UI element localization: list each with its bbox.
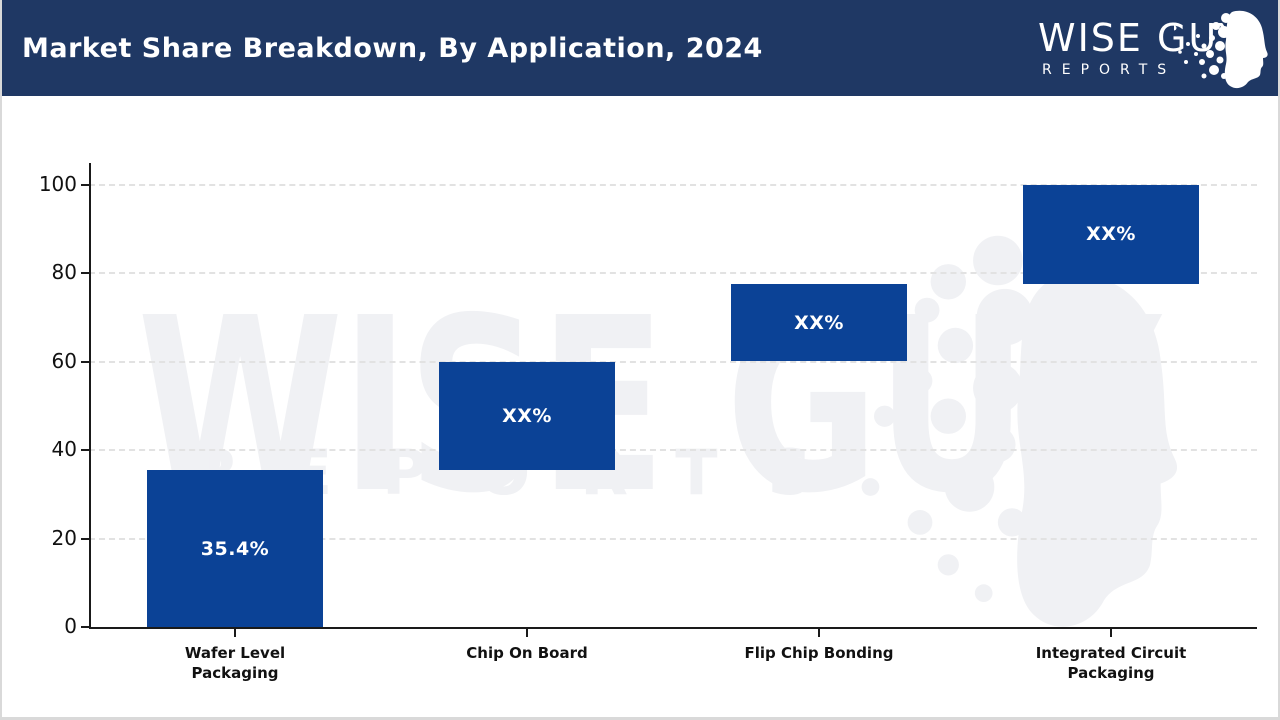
category-label: Wafer Level Packaging: [184, 644, 286, 683]
y-tick-label-20: 20: [51, 525, 77, 550]
bar-value-label: XX%: [502, 404, 552, 427]
gridline-80: [89, 272, 1257, 274]
x-tick: [234, 629, 236, 637]
y-axis-line: [89, 163, 91, 629]
y-tick-label-100: 100: [38, 171, 77, 196]
category-label: Chip On Board: [466, 644, 588, 662]
x-axis-line: [89, 627, 1257, 629]
logo-text: WISE GUY REPORTS: [1038, 17, 1243, 78]
category-label: Flip Chip Bonding: [744, 644, 894, 662]
dot-head-icon: [1174, 10, 1268, 89]
waterfall-chart: 0 20 40 60 80 100 35.4% Wafer Level Packaging XX…: [2, 96, 1280, 720]
bar-value-label: XX%: [1086, 223, 1136, 246]
y-tick-40: [81, 449, 89, 451]
logo-subtitle: REPORTS: [1042, 61, 1177, 78]
wise-guy-reports-logo: WISE GUY REPORTS: [1010, 4, 1270, 92]
x-tick: [526, 629, 528, 637]
y-tick-80: [81, 272, 89, 274]
y-tick-60: [81, 360, 89, 363]
bar-value-label: XX%: [794, 311, 844, 334]
y-tick-label-0: 0: [64, 614, 77, 638]
header-bar: Market Share Breakdown, By Application, …: [2, 0, 1278, 96]
y-tick-label-80: 80: [51, 260, 77, 284]
y-tick-100: [81, 183, 89, 186]
y-tick-label-60: 60: [51, 348, 77, 373]
bar-value-label: 35.4%: [200, 537, 270, 560]
gridline-20: [89, 537, 1257, 540]
chart-title: Market Share Breakdown, By Application, …: [22, 32, 763, 64]
bar-segment: XX%: [1023, 184, 1199, 284]
bar-segment: XX%: [439, 361, 615, 471]
category-label: Integrated Circuit Packaging: [1035, 644, 1187, 683]
x-tick: [818, 629, 820, 637]
y-tick-0: [81, 626, 89, 628]
gridline-40: [89, 449, 1257, 451]
x-tick: [1110, 629, 1112, 637]
gridline-60: [89, 360, 1257, 363]
y-tick-20: [81, 537, 89, 540]
gridline-100: [89, 183, 1257, 186]
bar-segment: 35.4%: [147, 470, 323, 627]
bar-segment: XX%: [731, 283, 907, 362]
y-tick-label-40: 40: [51, 437, 77, 461]
